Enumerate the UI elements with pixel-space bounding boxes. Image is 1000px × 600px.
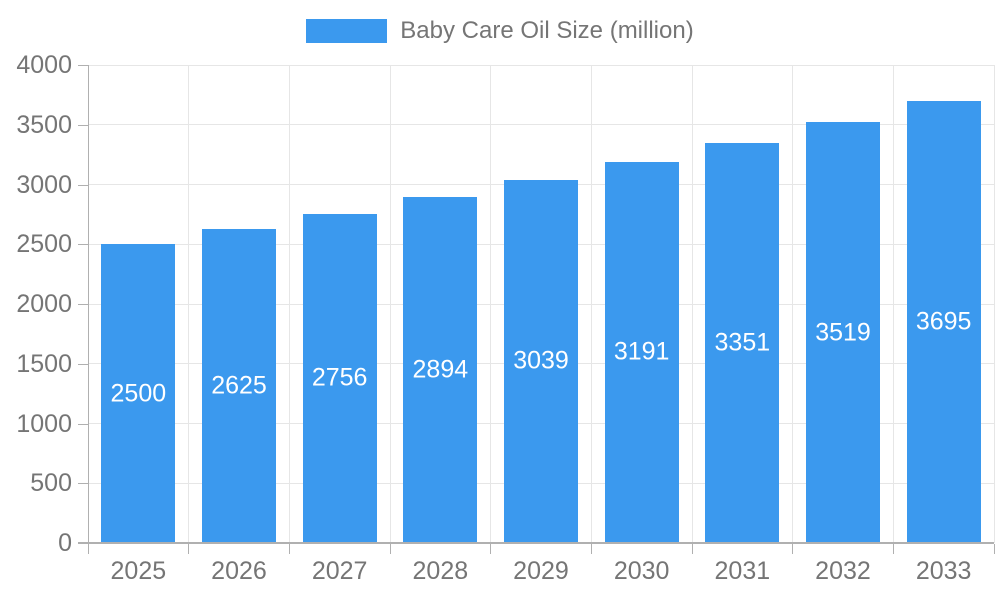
y-grid-line	[88, 64, 994, 66]
y-tick-label: 3000	[16, 170, 72, 199]
bar-value-label: 2625	[211, 371, 267, 400]
bar-value-label: 3519	[815, 318, 871, 347]
bar-value-label: 3191	[613, 337, 670, 366]
x-tick	[691, 544, 693, 554]
plot-area: 2500 2625 2756 2894 3039 3191 3351 3519 3695	[88, 64, 995, 543]
x-tick-label: 2026	[211, 557, 267, 585]
y-axis-line	[88, 65, 89, 543]
bar-value-label: 3039	[513, 346, 569, 375]
x-tick	[590, 544, 592, 554]
y-tick	[78, 244, 88, 246]
y-tick	[78, 363, 88, 365]
legend-swatch	[306, 19, 388, 43]
legend-label: Baby Care Oil Size (million)	[400, 17, 694, 44]
x-grid-line	[389, 65, 391, 543]
y-tick-label: 1500	[16, 349, 72, 378]
bar-value-label: 2756	[311, 363, 368, 392]
x-tick-label: 2030	[613, 557, 670, 585]
x-tick-label: 2033	[915, 557, 972, 585]
bar-value-label: 3695	[915, 307, 972, 336]
y-tick	[78, 423, 88, 425]
y-tick-label: 2000	[16, 290, 72, 318]
y-tick	[78, 65, 88, 66]
y-tick-label: 4000	[16, 51, 72, 79]
legend-item[interactable]: Baby Care Oil Size (million)	[0, 17, 1000, 45]
x-tick-label: 2028	[412, 557, 469, 585]
bar-2030: 3191	[604, 161, 679, 543]
y-grid-line	[88, 124, 994, 126]
x-grid-line	[792, 65, 794, 543]
y-tick-label: 0	[58, 529, 72, 557]
x-tick	[188, 544, 190, 554]
x-grid-line	[993, 65, 995, 543]
x-grid-line	[490, 65, 492, 543]
bar-2031: 3351	[705, 142, 780, 543]
y-tick	[78, 483, 88, 485]
x-tick-label: 2027	[311, 557, 368, 585]
bar-2032: 3519	[806, 122, 880, 543]
bar-value-label: 2500	[110, 379, 167, 408]
x-tick	[87, 544, 89, 554]
bar-value-label: 2894	[412, 355, 469, 384]
x-grid-line	[288, 65, 290, 543]
y-tick-label: 500	[30, 469, 72, 498]
x-tick	[892, 544, 894, 554]
x-tick	[993, 544, 995, 554]
y-tick-label: 1000	[16, 409, 72, 438]
x-grid-line	[691, 65, 693, 543]
x-grid-line	[892, 65, 894, 543]
x-axis-line	[78, 542, 994, 544]
bar-2025: 2500	[101, 244, 176, 543]
y-tick	[78, 124, 88, 126]
x-tick	[389, 544, 391, 554]
bar-value-label: 3351	[714, 328, 771, 357]
y-tick	[78, 184, 88, 186]
y-tick-label: 3500	[16, 110, 72, 139]
bar-2027: 2756	[302, 213, 377, 543]
bar-2033: 3695	[906, 101, 981, 543]
y-tick	[78, 304, 88, 305]
bar-2026: 2625	[202, 229, 276, 543]
x-tick	[490, 544, 492, 554]
x-grid-line	[590, 65, 592, 543]
x-tick-label: 2025	[110, 557, 167, 585]
x-tick-label: 2029	[513, 557, 569, 585]
x-tick	[288, 544, 290, 554]
y-tick-label: 2500	[16, 230, 72, 259]
x-tick	[792, 544, 794, 554]
bar-2028: 2894	[403, 197, 478, 543]
bar-2029: 3039	[504, 179, 578, 543]
x-grid-line	[188, 65, 190, 543]
x-tick-label: 2031	[714, 557, 771, 585]
x-tick-label: 2032	[815, 557, 871, 585]
